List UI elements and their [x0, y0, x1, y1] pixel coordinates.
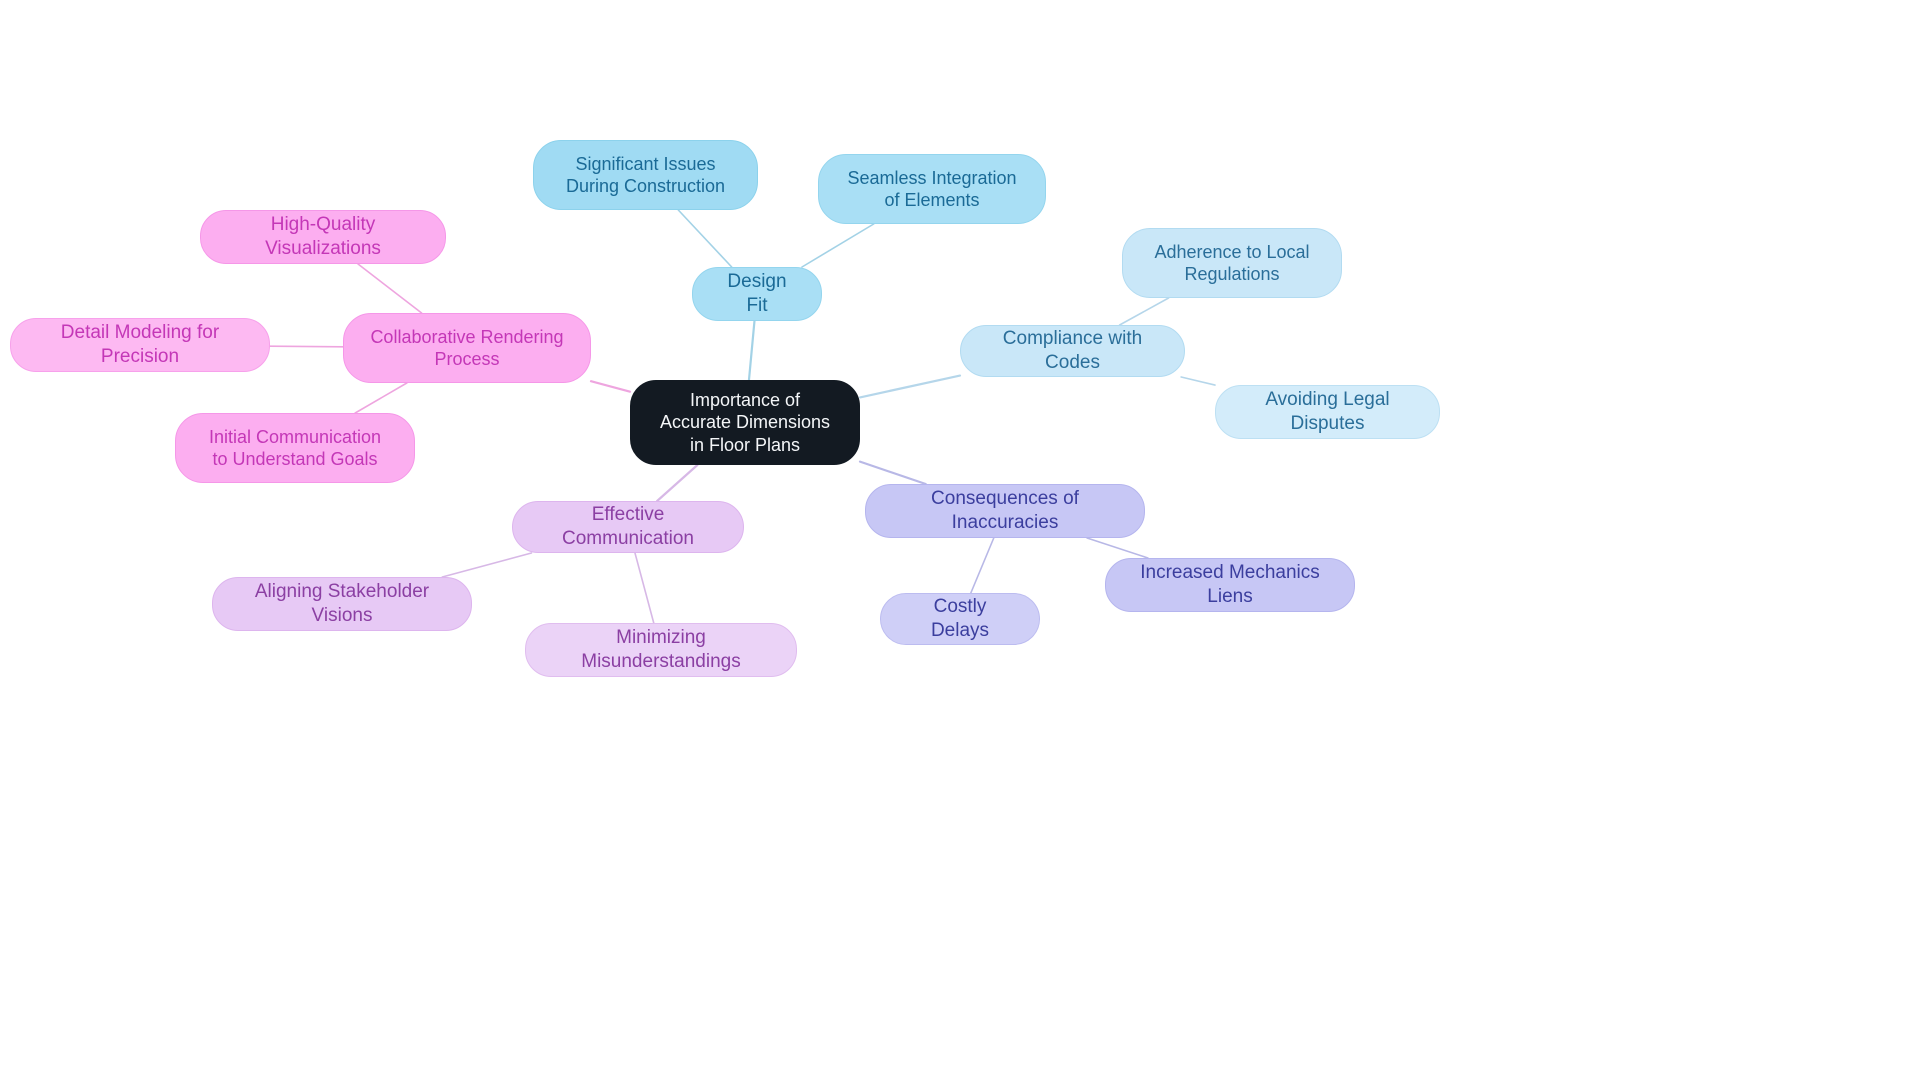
node-root: Importance of Accurate Dimensions in Flo…: [630, 380, 860, 465]
node-b4: Effective Communication: [512, 501, 744, 553]
edge-b5-b5b: [270, 346, 343, 347]
node-b4a: Aligning Stakeholder Visions: [212, 577, 472, 631]
node-b1b: Seamless Integration of Elements: [818, 154, 1046, 224]
node-b1: Design Fit: [692, 267, 822, 321]
node-b3a: Costly Delays: [880, 593, 1040, 645]
node-b5: Collaborative Rendering Process: [343, 313, 591, 383]
node-b3: Consequences of Inaccuracies: [865, 484, 1145, 538]
edge-b4-b4a: [442, 553, 531, 577]
edge-b1-b1b: [802, 224, 874, 267]
node-b4b: Minimizing Misunderstandings: [525, 623, 797, 677]
node-b5a: Initial Communication to Understand Goal…: [175, 413, 415, 483]
edge-b2-b2a: [1120, 298, 1169, 325]
node-b2b: Avoiding Legal Disputes: [1215, 385, 1440, 439]
edge-root-b5: [591, 381, 630, 391]
edge-b4-b4b: [635, 553, 654, 623]
edge-root-b1: [749, 321, 755, 380]
node-b5c: High-Quality Visualizations: [200, 210, 446, 264]
mindmap-canvas: Importance of Accurate Dimensions in Flo…: [0, 0, 1920, 1083]
edge-b5-b5a: [355, 383, 407, 413]
edge-b1-b1a: [678, 210, 731, 267]
edge-b3-b3b: [1087, 538, 1148, 558]
edge-root-b3: [860, 462, 926, 484]
edge-root-b2: [860, 376, 960, 398]
node-b5b: Detail Modeling for Precision: [10, 318, 270, 372]
edge-root-b4: [657, 465, 697, 501]
node-b1a: Significant Issues During Construction: [533, 140, 758, 210]
edge-b3-b3a: [971, 538, 994, 593]
node-b3b: Increased Mechanics Liens: [1105, 558, 1355, 612]
node-b2: Compliance with Codes: [960, 325, 1185, 377]
node-b2a: Adherence to Local Regulations: [1122, 228, 1342, 298]
edge-b5-b5c: [358, 264, 422, 313]
edge-b2-b2b: [1181, 377, 1215, 385]
